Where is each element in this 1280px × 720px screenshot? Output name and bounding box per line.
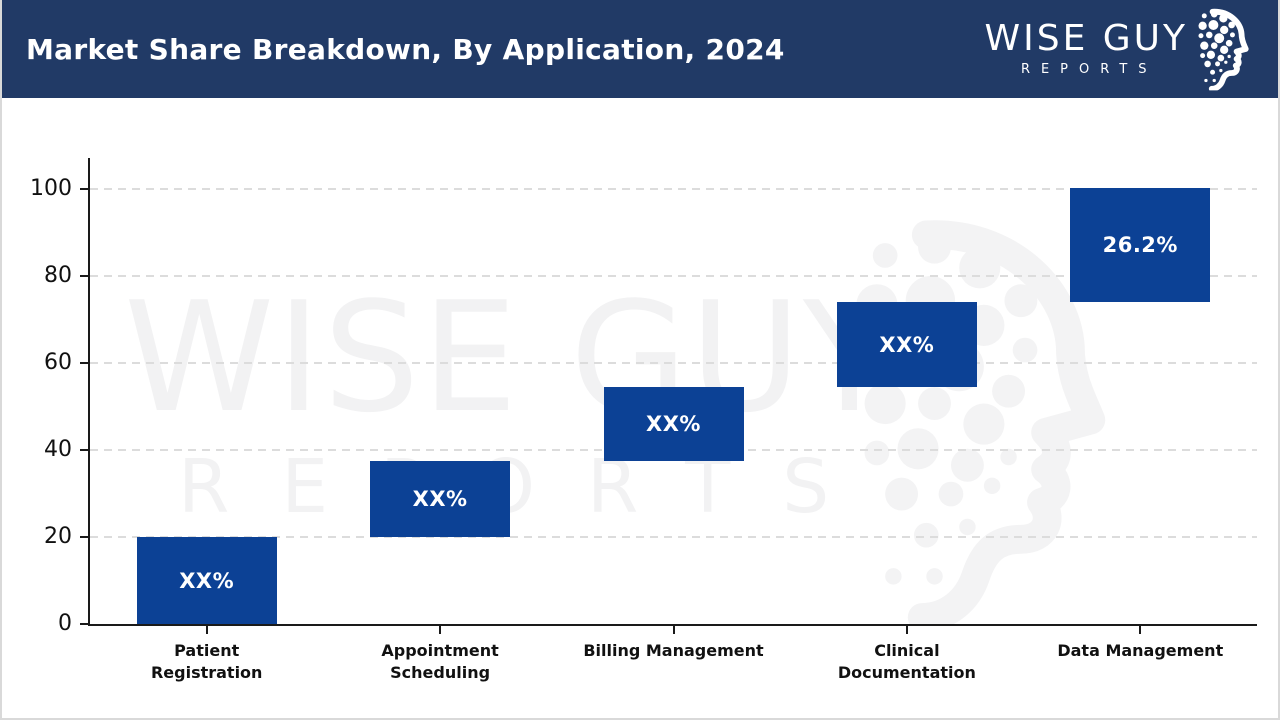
y-tick-0	[80, 623, 88, 625]
y-tick-label-40: 40	[44, 437, 72, 462]
y-tick-label-100: 100	[30, 176, 72, 201]
wise-guy-reports-logo: WISE GUY REPORTS	[985, 7, 1255, 91]
header: Market Share Breakdown, By Application, …	[2, 0, 1278, 98]
page-title: Market Share Breakdown, By Application, …	[26, 32, 785, 66]
x-label-patient-registration: Patient Registration	[150, 641, 263, 682]
y-tick-label-20: 20	[44, 524, 72, 549]
watermark-wordmark: WISE GUY	[124, 269, 898, 446]
bar-value-label-patient-registration: XX%	[179, 568, 235, 593]
logo-text: WISE GUY REPORTS	[984, 18, 1189, 78]
x-tick-billing-management	[672, 626, 675, 634]
bar-clinical-documentation: XX%	[836, 302, 977, 387]
x-tick-data-management	[1139, 626, 1142, 634]
bar-value-label-clinical-documentation: XX%	[879, 332, 935, 357]
y-axis-line	[88, 158, 90, 626]
gridline-60	[90, 362, 1257, 364]
x-tick-patient-registration	[205, 626, 208, 634]
bar-value-label-appointment-scheduling: XX%	[412, 486, 468, 511]
gridline-80	[90, 275, 1257, 277]
y-tick-100	[80, 188, 88, 190]
y-tick-label-60: 60	[44, 350, 72, 375]
x-tick-appointment-scheduling	[439, 626, 442, 634]
y-tick-label-0: 0	[58, 611, 72, 636]
y-tick-40	[80, 449, 88, 451]
bar-value-label-data-management: 26.2%	[1102, 233, 1178, 258]
bar-data-management: 26.2%	[1070, 188, 1211, 303]
y-tick-60	[80, 362, 88, 364]
x-tick-clinical-documentation	[905, 626, 908, 634]
bar-patient-registration: XX%	[136, 537, 277, 624]
bar-billing-management: XX%	[603, 386, 744, 461]
y-tick-80	[80, 275, 88, 277]
bar-appointment-scheduling: XX%	[370, 460, 511, 537]
x-label-clinical-documentation: Clinical Documentation	[837, 641, 976, 682]
logo-wordmark: WISE GUY	[984, 18, 1188, 59]
bar-value-label-billing-management: XX%	[646, 411, 701, 436]
gridline-20	[90, 536, 1257, 538]
x-label-data-management: Data Management	[1057, 641, 1224, 660]
x-axis-line	[88, 624, 1257, 626]
y-tick-20	[80, 536, 88, 538]
logo-subtitle: REPORTS	[1020, 62, 1158, 77]
x-label-billing-management: Billing Management	[583, 641, 764, 660]
x-label-appointment-scheduling: Appointment Scheduling	[381, 641, 499, 682]
gridline-100	[90, 188, 1257, 190]
y-tick-label-80: 80	[44, 263, 72, 288]
